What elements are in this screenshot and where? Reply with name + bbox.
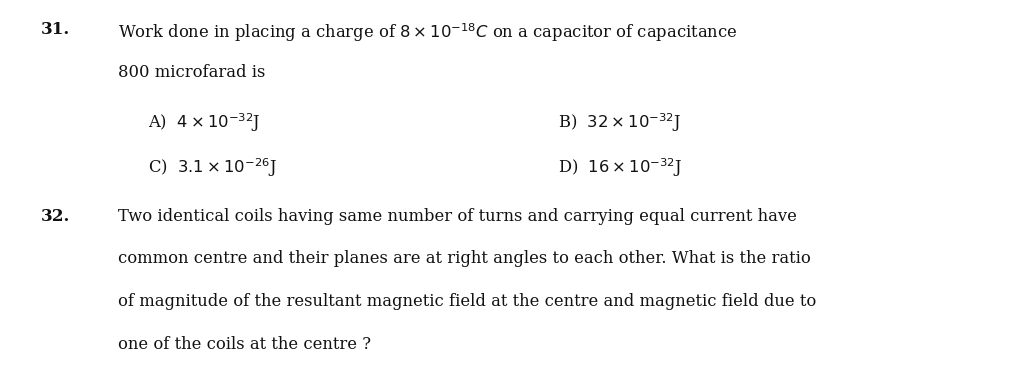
Text: Two identical coils having same number of turns and carrying equal current have: Two identical coils having same number o… (118, 208, 797, 224)
Text: of magnitude of the resultant magnetic field at the centre and magnetic field du: of magnitude of the resultant magnetic f… (118, 293, 816, 310)
Text: one of the coils at the centre ?: one of the coils at the centre ? (118, 336, 371, 353)
Text: 800 microfarad is: 800 microfarad is (118, 64, 265, 81)
Text: C)  $3.1\times10^{-26}$J: C) $3.1\times10^{-26}$J (148, 156, 278, 179)
Text: common centre and their planes are at right angles to each other. What is the ra: common centre and their planes are at ri… (118, 250, 811, 267)
Text: 31.: 31. (41, 21, 71, 38)
Text: 32.: 32. (41, 208, 71, 224)
Text: D)  $16\times10^{-32}$J: D) $16\times10^{-32}$J (558, 156, 682, 179)
Text: Work done in placing a charge of $8\times10^{-18}C$ on a capacitor of capacitanc: Work done in placing a charge of $8\time… (118, 21, 737, 44)
Text: A)  $4\times10^{-32}$J: A) $4\times10^{-32}$J (148, 111, 261, 134)
Text: B)  $32\times10^{-32}$J: B) $32\times10^{-32}$J (558, 111, 681, 134)
